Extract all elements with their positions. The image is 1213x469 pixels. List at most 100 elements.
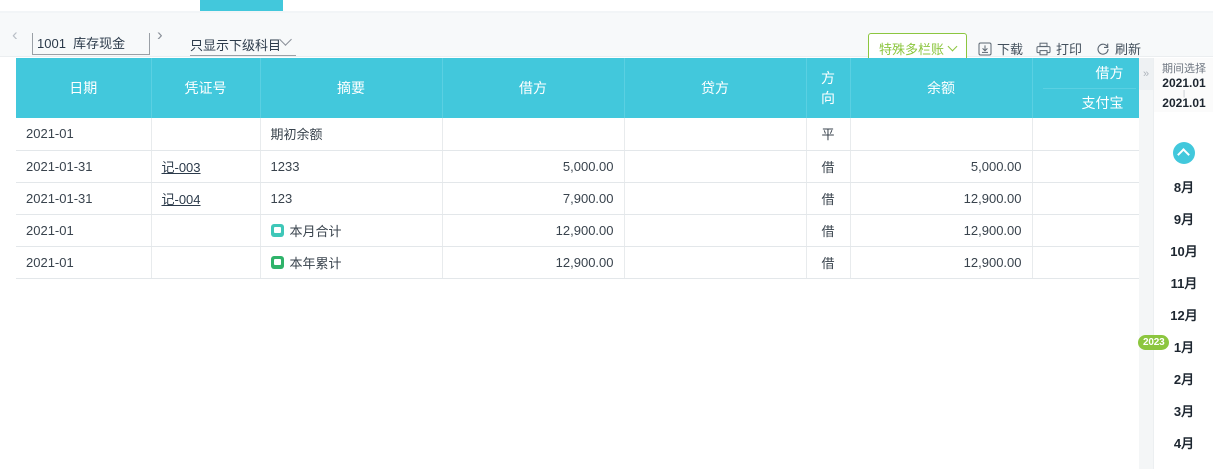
cell-balance: 12,900.00 bbox=[850, 246, 1033, 279]
summary-text: 本月合计 bbox=[289, 223, 342, 239]
month-item[interactable]: 4月 bbox=[1173, 435, 1195, 451]
period-dash: | bbox=[1182, 89, 1186, 98]
chevron-left-icon[interactable]: ‹ bbox=[12, 25, 18, 44]
cell-credit bbox=[624, 214, 807, 247]
month-item[interactable]: 2月 bbox=[1173, 371, 1195, 387]
cell-credit bbox=[624, 150, 807, 183]
cell-direction: 平 bbox=[806, 118, 851, 151]
table-row[interactable]: 2021-01-31 记-004 123 7,900.00 借 12,900.00 bbox=[16, 182, 1147, 215]
cell-direction: 借 bbox=[806, 246, 851, 279]
col-header-extra[interactable]: 借方 支付宝 bbox=[1032, 58, 1147, 119]
subordinate-filter-label: 只显示下级科目 bbox=[190, 38, 282, 53]
period-side-rail bbox=[1139, 58, 1153, 469]
table-row[interactable]: 2021-01-31 记-003 1233 5,000.00 借 5,000.00 bbox=[16, 150, 1147, 183]
tab-strip bbox=[0, 0, 1213, 12]
table-row[interactable]: 2021-01 期初余额 平 bbox=[16, 118, 1147, 151]
col-header-date[interactable]: 日期 bbox=[16, 58, 152, 118]
cell-date: 2021-01-31 bbox=[16, 150, 152, 183]
col-header-extra-top: 借方 bbox=[1095, 64, 1124, 81]
ledger-table-container: 日期 凭证号 摘要 借方 贷方 方向 余额 借方 支付宝 2021-01 期初余额… bbox=[16, 58, 1147, 279]
month-item[interactable]: 8月 bbox=[1173, 179, 1195, 195]
table-header-row: 日期 凭证号 摘要 借方 贷方 方向 余额 借方 支付宝 bbox=[16, 58, 1147, 119]
cell-summary: 123 bbox=[260, 182, 443, 215]
download-icon bbox=[978, 42, 992, 56]
cell-balance: 12,900.00 bbox=[850, 214, 1033, 247]
print-label: 打印 bbox=[1056, 42, 1083, 57]
cell-balance bbox=[850, 118, 1033, 151]
month-item[interactable]: 12月 bbox=[1170, 307, 1198, 323]
print-icon bbox=[1036, 42, 1051, 56]
month-item[interactable]: 9月 bbox=[1173, 211, 1195, 227]
chevron-down-icon bbox=[279, 33, 292, 46]
cell-voucher bbox=[151, 118, 261, 151]
cell-summary: 本月合计 bbox=[260, 214, 443, 247]
scroll-up-button[interactable] bbox=[1173, 142, 1195, 164]
cell-debit: 12,900.00 bbox=[442, 246, 625, 279]
cell-summary: 1233 bbox=[260, 150, 443, 183]
download-button[interactable]: 下载 bbox=[978, 39, 1023, 58]
cell-credit bbox=[624, 118, 807, 151]
download-label: 下载 bbox=[997, 42, 1024, 57]
toolbar: ‹ › 只显示下级科目 特殊多栏账 下载 bbox=[0, 13, 1213, 63]
chevron-up-icon bbox=[1177, 148, 1190, 161]
tab-strip-divider bbox=[0, 11, 1213, 13]
col-header-extra-bottom: 支付宝 bbox=[1042, 87, 1136, 119]
col-header-voucher[interactable]: 凭证号 bbox=[151, 58, 261, 118]
year-total-icon bbox=[270, 255, 284, 269]
voucher-link[interactable]: 记-003 bbox=[161, 159, 201, 175]
col-header-direction[interactable]: 方向 bbox=[806, 58, 851, 118]
cell-debit bbox=[442, 118, 625, 151]
cell-direction: 借 bbox=[806, 150, 851, 183]
chevron-right-icon[interactable]: › bbox=[157, 25, 163, 44]
period-title: 期间选择 bbox=[1162, 63, 1206, 75]
month-item[interactable]: 3月 bbox=[1173, 403, 1195, 419]
active-tab[interactable] bbox=[200, 0, 283, 11]
period-selector-panel: 期间选择 2021.01 | 2021.01 8月 9月 10月 11月 12月 1月 2月… bbox=[1138, 58, 1213, 469]
col-header-summary[interactable]: 摘要 bbox=[260, 58, 443, 118]
special-multicolumn-label: 特殊多栏账 bbox=[879, 41, 945, 57]
refresh-label: 刷新 bbox=[1115, 42, 1142, 57]
table-body: 2021-01 期初余额平 2021-01-31 记-003 1233 5,000.00 借… bbox=[16, 118, 1147, 279]
cell-extra bbox=[1032, 214, 1147, 247]
col-header-debit[interactable]: 借方 bbox=[442, 58, 625, 118]
collapse-panel-button[interactable]: » bbox=[1139, 58, 1153, 90]
month-item[interactable]: 10月 bbox=[1170, 243, 1198, 259]
special-multicolumn-button[interactable]: 特殊多栏账 bbox=[868, 33, 968, 63]
month-list: 8月9月10月11月12月1月2月3月4月5月6月7月 bbox=[1154, 170, 1213, 469]
col-header-credit[interactable]: 贷方 bbox=[624, 58, 807, 118]
month-item[interactable]: 11月 bbox=[1170, 275, 1198, 291]
voucher-link[interactable]: 记-004 bbox=[161, 191, 201, 207]
col-header-balance[interactable]: 余额 bbox=[850, 58, 1033, 118]
refresh-button[interactable]: 刷新 bbox=[1096, 39, 1141, 58]
cell-direction: 借 bbox=[806, 182, 851, 215]
cell-summary: 本年累计 bbox=[260, 246, 443, 279]
year-badge: 2023 bbox=[1138, 335, 1170, 350]
ledger-table: 日期 凭证号 摘要 借方 贷方 方向 余额 借方 支付宝 2021-01 期初余额… bbox=[16, 58, 1147, 279]
cell-voucher: 记-004 bbox=[151, 182, 261, 215]
cell-extra bbox=[1032, 150, 1147, 183]
cell-summary: 期初余额 bbox=[260, 118, 443, 151]
refresh-icon bbox=[1096, 42, 1110, 56]
cell-extra bbox=[1032, 182, 1147, 215]
month-item[interactable]: 1月 bbox=[1173, 339, 1195, 355]
subject-input[interactable] bbox=[32, 33, 150, 55]
cell-credit bbox=[624, 246, 807, 279]
month-item[interactable]: 5月 bbox=[1154, 458, 1213, 469]
cell-debit: 12,900.00 bbox=[442, 214, 625, 247]
table-row[interactable]: 2021-01 本月合计 12,900.00 借 12,900.00 bbox=[16, 214, 1147, 247]
chevron-down-icon bbox=[947, 41, 958, 51]
cell-balance: 5,000.00 bbox=[850, 150, 1033, 183]
cell-direction: 借 bbox=[806, 214, 851, 247]
table-row[interactable]: 2021-01 本年累计 12,900.00 借 12,900.00 bbox=[16, 246, 1147, 279]
month-total-icon bbox=[270, 223, 284, 237]
cell-date: 2021-01 bbox=[16, 214, 152, 247]
period-header: 期间选择 2021.01 | 2021.01 bbox=[1154, 58, 1213, 112]
subordinate-filter-select[interactable]: 只显示下级科目 bbox=[190, 33, 296, 56]
cell-extra bbox=[1032, 246, 1147, 279]
cell-credit bbox=[624, 182, 807, 215]
cell-voucher bbox=[151, 246, 261, 279]
cell-balance: 12,900.00 bbox=[850, 182, 1033, 215]
cell-date: 2021-01 bbox=[16, 246, 152, 279]
print-button[interactable]: 打印 bbox=[1036, 39, 1082, 58]
